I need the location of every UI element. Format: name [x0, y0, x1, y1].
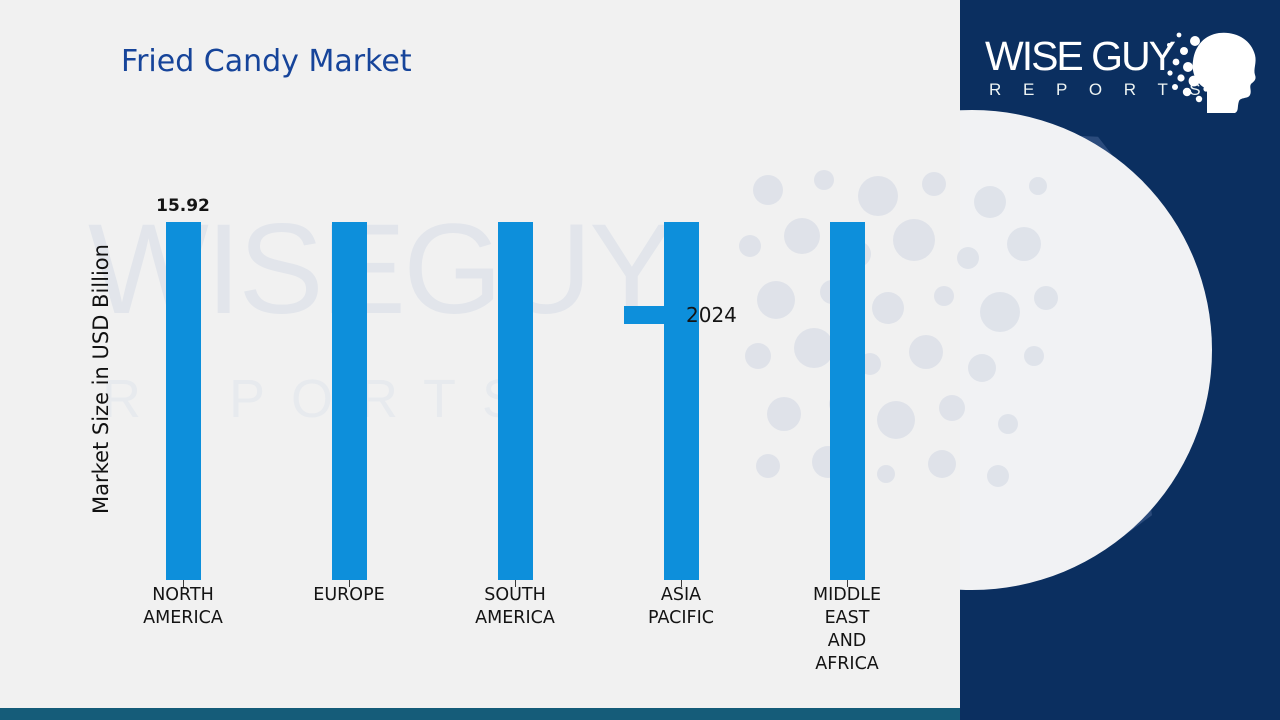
- bottom-accent-strip: [0, 708, 960, 720]
- bar-4[interactable]: [664, 222, 699, 580]
- dotted-head-profile-icon: [1167, 32, 1256, 113]
- x-axis-category-label: NORTH AMERICA: [143, 585, 223, 628]
- x-axis-category-label: MIDDLE EAST AND AFRICA: [812, 585, 882, 674]
- x-axis-category-label: SOUTH AMERICA: [475, 585, 555, 628]
- x-axis-tick: [514, 580, 516, 587]
- bar-5[interactable]: [830, 222, 865, 580]
- x-axis-tick: [846, 580, 848, 587]
- legend-label-2024: 2024: [686, 303, 737, 327]
- bar-2[interactable]: [332, 222, 367, 580]
- chart-title: Fried Candy Market: [121, 44, 412, 79]
- x-axis-tick: [348, 580, 350, 587]
- chart-legend: 2024: [624, 303, 737, 327]
- logo-subtitle: R E P O R T S: [989, 80, 1210, 99]
- bar-value-label: 15.92: [156, 196, 210, 217]
- legend-swatch-2024: [624, 306, 667, 324]
- x-axis-category-label: ASIA PACIFIC: [648, 585, 714, 628]
- x-axis-tick: [680, 580, 682, 587]
- decorative-circle: [960, 110, 1212, 590]
- x-axis-category-label: EUROPE: [313, 585, 385, 605]
- plot-area: 15.92 NORTH AMERICA EUROPE SOUTH AMERICA ASIA P…: [100, 180, 930, 674]
- logo-wordmark: WISE GUY: [985, 33, 1176, 79]
- x-axis-tick: [182, 580, 184, 587]
- bar-3[interactable]: [498, 222, 533, 580]
- brand-logo: WISE GUY R E P O R T S: [985, 32, 1257, 115]
- bar-1[interactable]: [166, 222, 201, 580]
